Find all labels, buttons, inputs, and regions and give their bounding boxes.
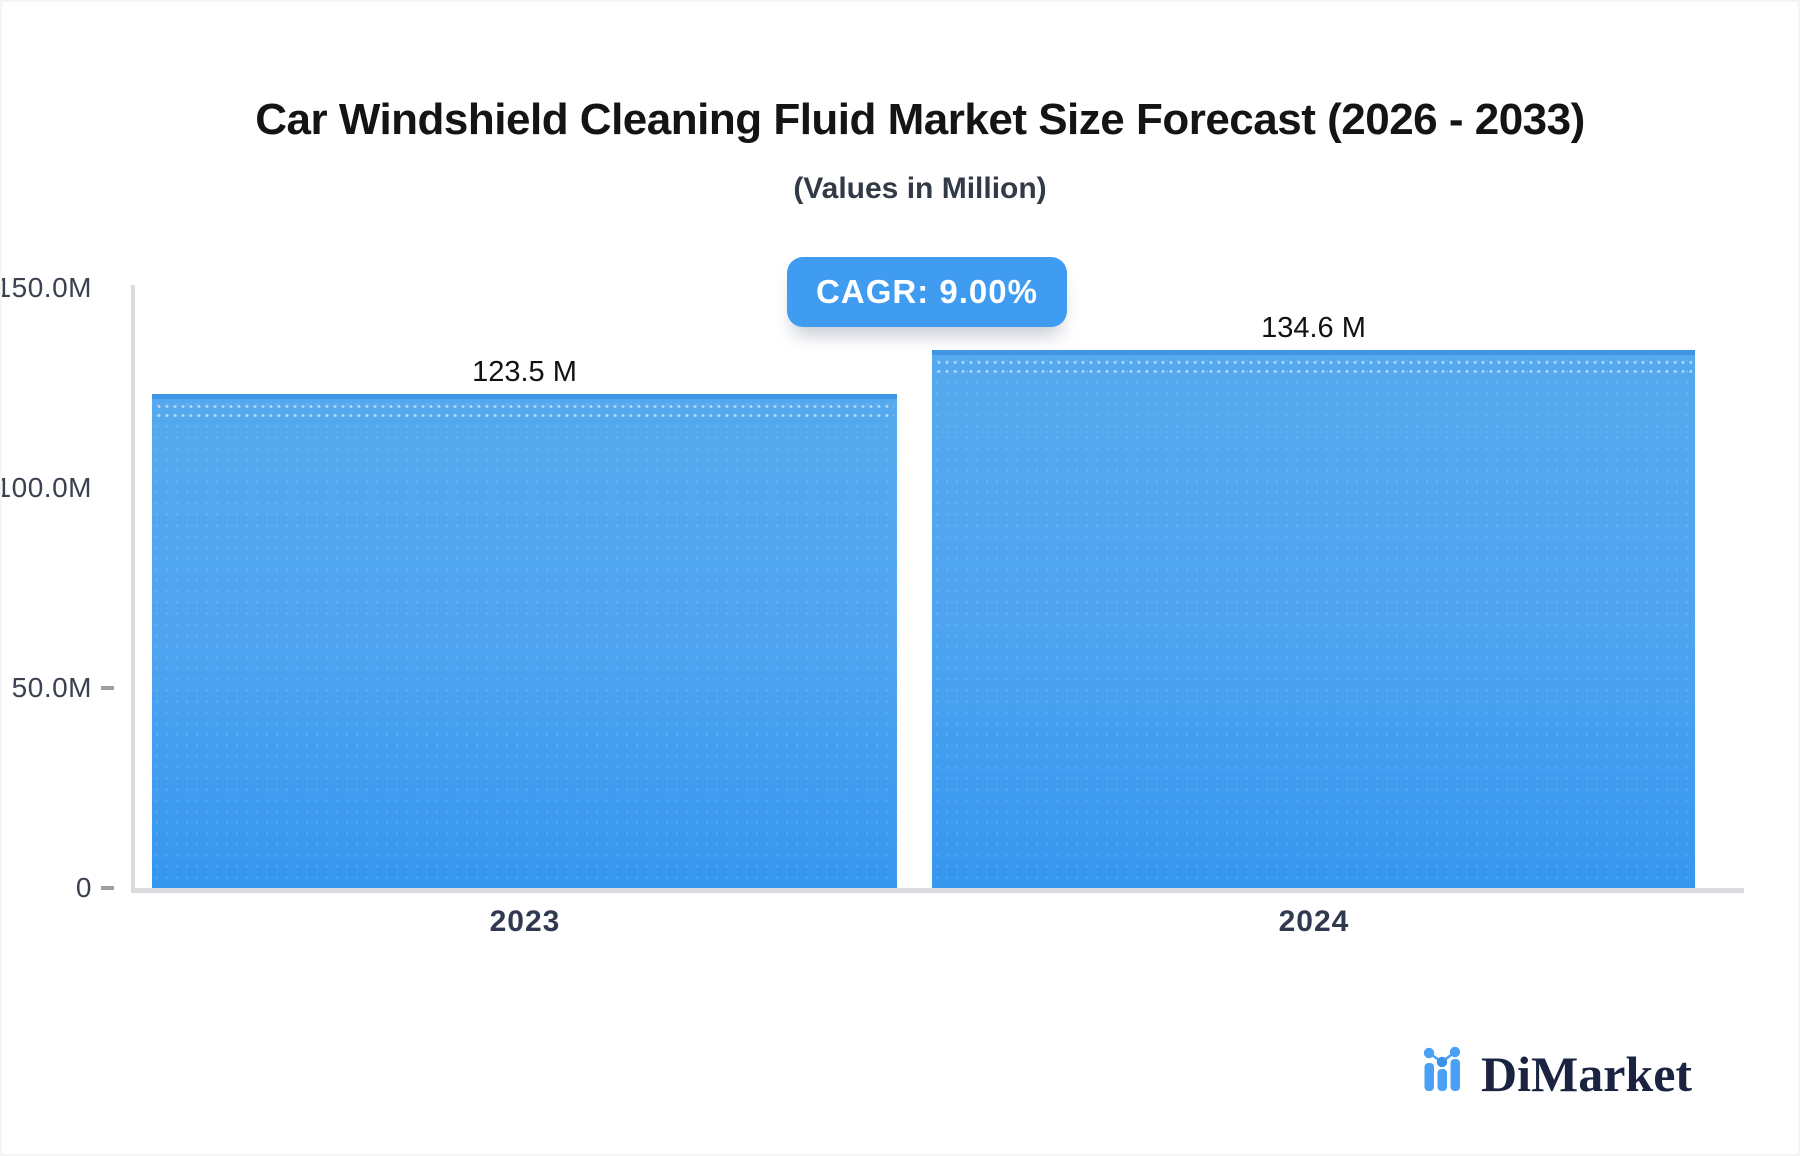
- cagr-badge: CAGR: 9.00%: [787, 257, 1067, 327]
- y-axis-label: 100.0M: [0, 472, 92, 503]
- chart-title: Car Windshield Cleaning Fluid Market Siz…: [255, 95, 1585, 144]
- bar-chart-logo-icon: [1423, 1044, 1469, 1097]
- chart-subtitle: (Values in Million): [793, 172, 1047, 205]
- logo-wordmark: DiMarket: [1481, 1046, 1693, 1102]
- x-axis-label-2023: 2023: [489, 905, 561, 938]
- y-axis-label: 0: [75, 872, 92, 903]
- dimarket-logo: DiMarket: [1423, 1044, 1693, 1102]
- x-axis-line: [131, 888, 1744, 893]
- y-axis-line: [131, 285, 135, 893]
- bar-value-label: 134.6 M: [1261, 311, 1366, 344]
- bar-2023[interactable]: 123.5 M: [152, 358, 897, 888]
- bar-value-label: 123.5 M: [472, 356, 577, 388]
- y-axis-tick-mark: [101, 886, 114, 890]
- y-axis-tick-mark: [101, 686, 114, 690]
- bar-2024[interactable]: 134.6 M: [932, 313, 1695, 889]
- x-axis-label-2024: 2024: [1278, 905, 1350, 938]
- y-axis-label: 150.0M: [0, 272, 92, 303]
- y-axis-label: 50.0M: [11, 672, 92, 703]
